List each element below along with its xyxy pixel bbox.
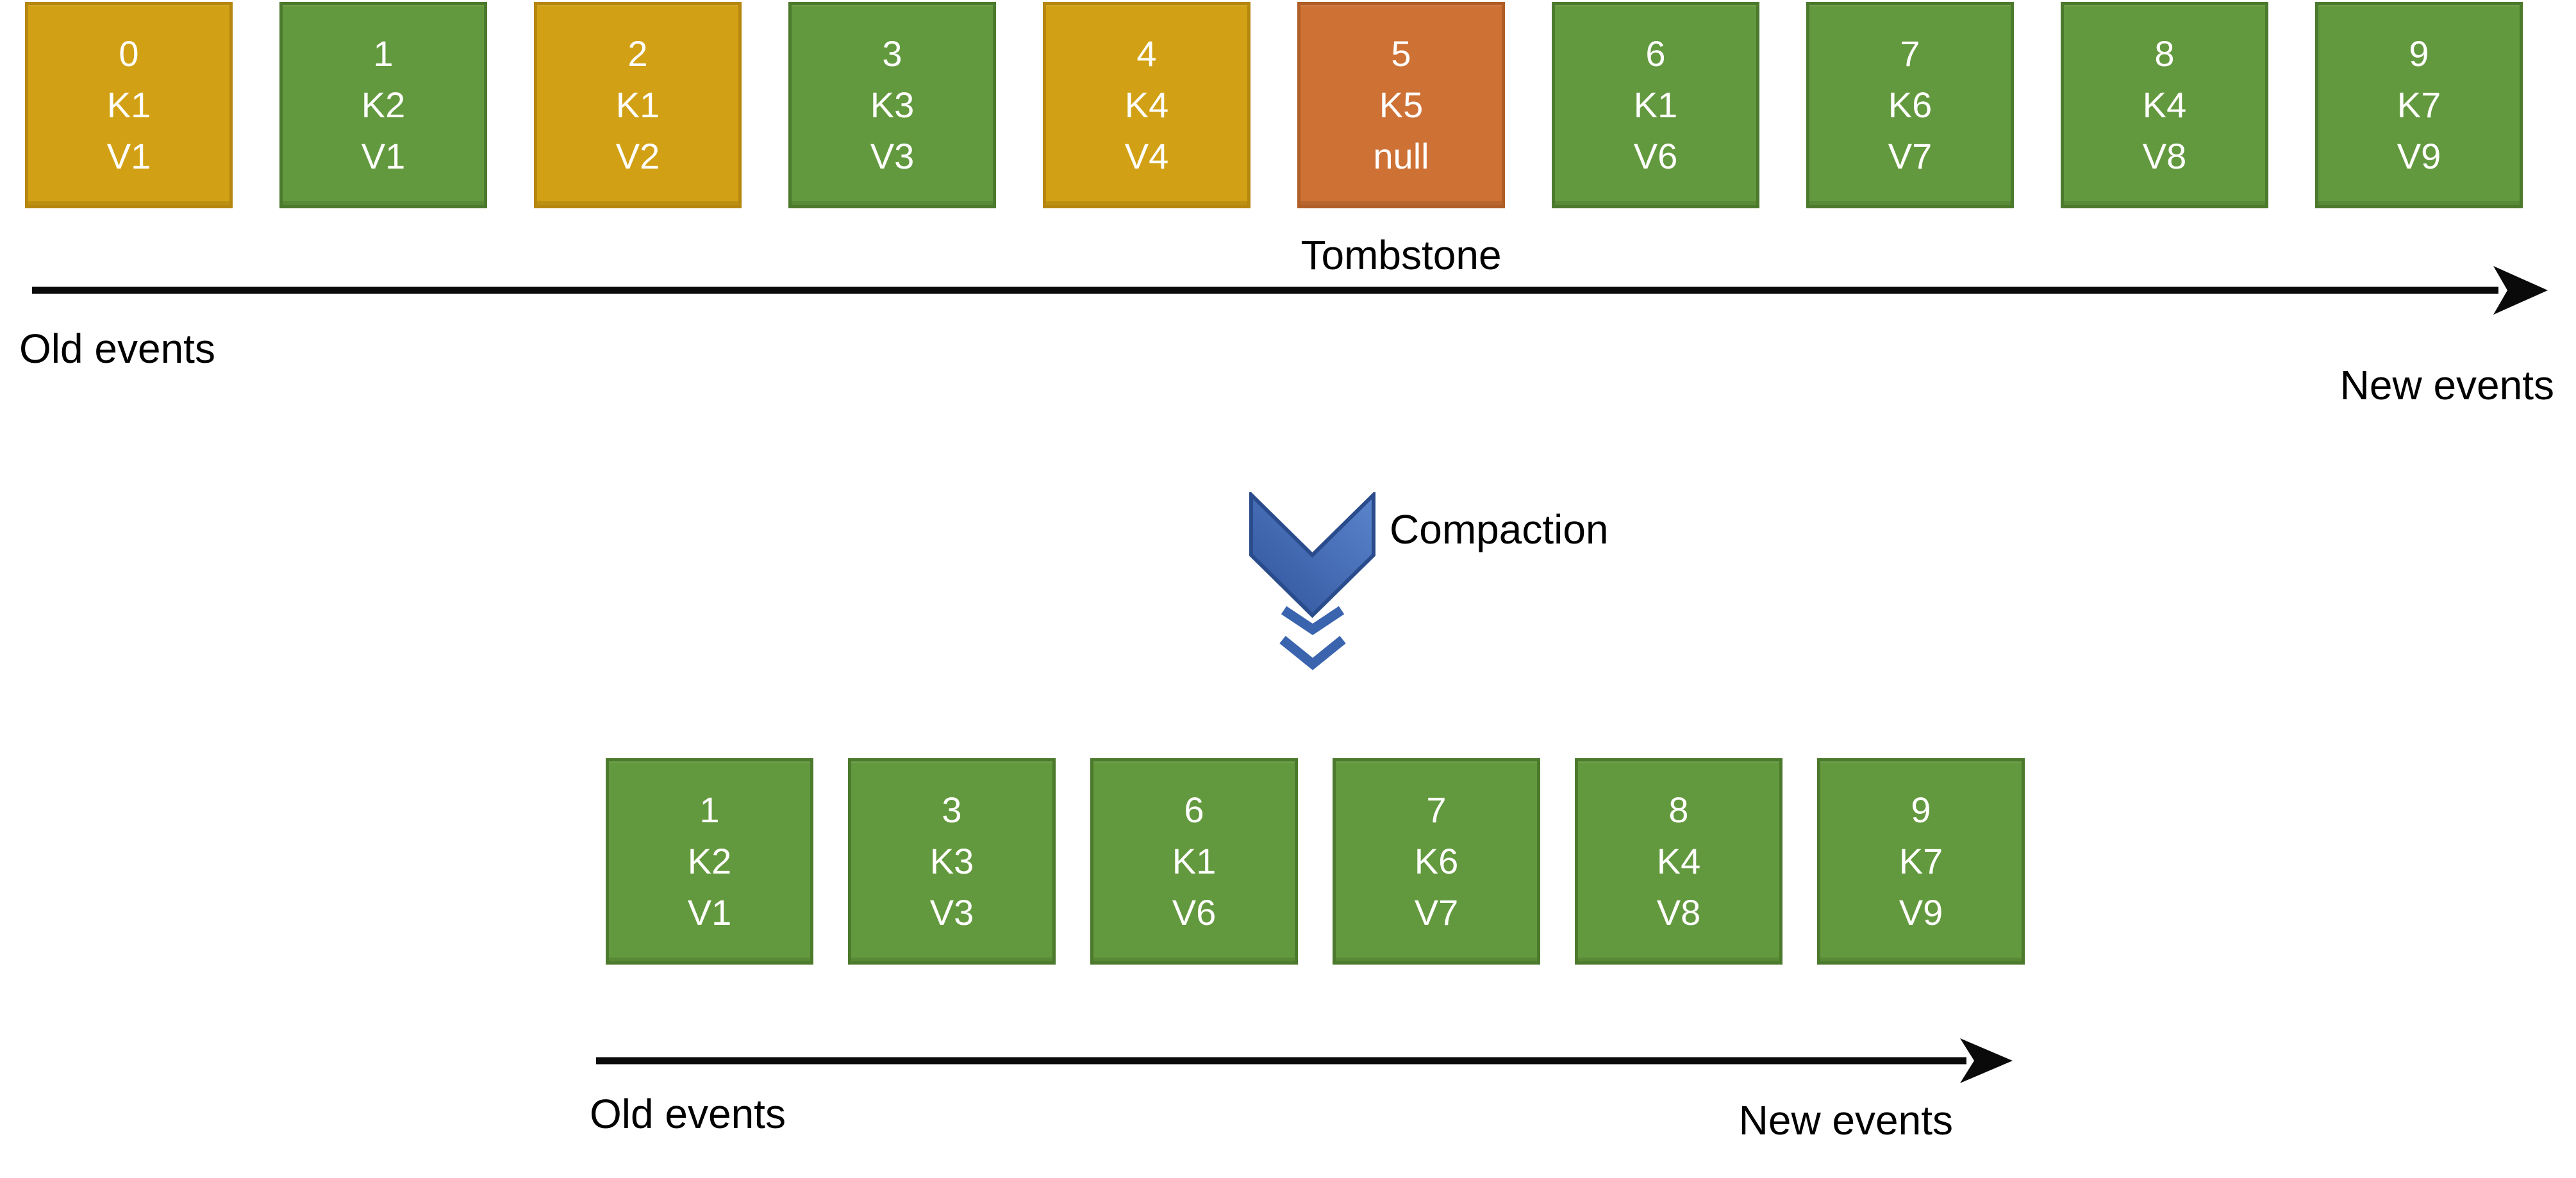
event-key: K2: [361, 85, 406, 125]
event-box: 8 K4 V8: [2061, 2, 2268, 208]
event-key: K7: [2397, 85, 2441, 125]
event-seq: 2: [627, 33, 648, 74]
event-value: V9: [2397, 136, 2441, 176]
event-key: K4: [1656, 841, 1701, 881]
event-key: K2: [687, 841, 732, 881]
event-box: 1 K2 V1: [279, 2, 487, 208]
event-box: 0 K1 V1: [25, 2, 233, 208]
event-value: V7: [1888, 136, 1932, 176]
event-key: K1: [1633, 85, 1678, 125]
event-value: V6: [1172, 892, 1217, 933]
event-box: 3 K3 V3: [848, 758, 1056, 965]
event-value: V2: [615, 136, 660, 176]
event-box: 6 K1 V6: [1090, 758, 1298, 965]
event-seq: 7: [1900, 33, 1920, 74]
event-seq: 8: [2154, 33, 2175, 74]
event-seq: 6: [1184, 790, 1204, 830]
event-value: V8: [1656, 892, 1701, 933]
event-value: V8: [2142, 136, 2187, 176]
event-box: 7 K6 V7: [1333, 758, 1540, 965]
event-value: V3: [870, 136, 915, 176]
event-key: K3: [870, 85, 915, 125]
event-key: K3: [929, 841, 974, 881]
event-seq: 1: [373, 33, 394, 74]
event-value: V1: [106, 136, 151, 176]
event-box: 4 K4 V4: [1043, 2, 1251, 208]
top-axis-arrowhead-icon: [2493, 266, 2548, 315]
top-new-events-label: New events: [2339, 362, 2554, 408]
event-box: 6 K1 V6: [1552, 2, 1759, 208]
bottom-timeline-arrow: [596, 1038, 2013, 1083]
event-box-tombstone: 5 K5 null: [1297, 2, 1505, 208]
event-box: 9 K7 V9: [1817, 758, 2025, 965]
event-seq: 3: [942, 790, 962, 830]
event-seq: 4: [1136, 33, 1157, 74]
compaction-label: Compaction: [1390, 506, 1609, 552]
event-key: K4: [2142, 85, 2187, 125]
event-key: K1: [1172, 841, 1217, 881]
event-box: 7 K6 V7: [1806, 2, 2014, 208]
event-box: 3 K3 V3: [788, 2, 996, 208]
event-key: K5: [1379, 85, 1424, 125]
top-timeline-arrow: [32, 266, 2548, 315]
event-box: 9 K7 V9: [2315, 2, 2523, 208]
event-value: V9: [1899, 892, 1943, 933]
event-key: K7: [1899, 841, 1943, 881]
compaction-chevron-echo-1: [1281, 606, 1345, 636]
event-seq: 6: [1645, 33, 1666, 74]
event-box: 2 K1 V2: [534, 2, 742, 208]
pre-compaction-log-row: 0 K1 V1 1 K2 V1 2 K1 V2 3 K3 V3 4 K4 V4 …: [25, 2, 2523, 208]
tombstone-label: Tombstone: [1300, 232, 1502, 278]
event-value: V1: [361, 136, 406, 176]
event-value: null: [1373, 136, 1429, 176]
event-key: K6: [1414, 841, 1459, 881]
event-seq: 9: [1911, 790, 1931, 830]
bottom-new-events-label: New events: [1738, 1097, 1953, 1143]
event-seq: 7: [1426, 790, 1447, 830]
event-box: 1 K2 V1: [606, 758, 813, 965]
post-compaction-log-row: 1 K2 V1 3 K3 V3 6 K1 V6 7 K6 V7 8 K4 V8 …: [606, 758, 2025, 965]
compaction-arrow-icon: [1249, 492, 1375, 670]
event-seq: 5: [1391, 33, 1411, 74]
event-seq: 8: [1668, 790, 1689, 830]
event-box: 8 K4 V8: [1575, 758, 1782, 965]
event-key: K6: [1888, 85, 1932, 125]
event-value: V4: [1124, 136, 1169, 176]
bottom-axis-arrowhead-icon: [1960, 1038, 2013, 1083]
event-value: V3: [929, 892, 974, 933]
event-seq: 1: [699, 790, 720, 830]
compaction-chevron-echo-2: [1279, 636, 1346, 670]
top-old-events-label: Old events: [19, 326, 215, 372]
event-seq: 9: [2409, 33, 2429, 74]
event-key: K1: [106, 85, 151, 125]
event-seq: 0: [119, 33, 139, 74]
event-value: V6: [1633, 136, 1678, 176]
event-seq: 3: [882, 33, 902, 74]
compaction-chevron-body: [1249, 492, 1375, 618]
bottom-old-events-label: Old events: [590, 1091, 786, 1137]
event-value: V7: [1414, 892, 1459, 933]
event-key: K1: [615, 85, 660, 125]
event-value: V1: [687, 892, 732, 933]
event-key: K4: [1124, 85, 1169, 125]
